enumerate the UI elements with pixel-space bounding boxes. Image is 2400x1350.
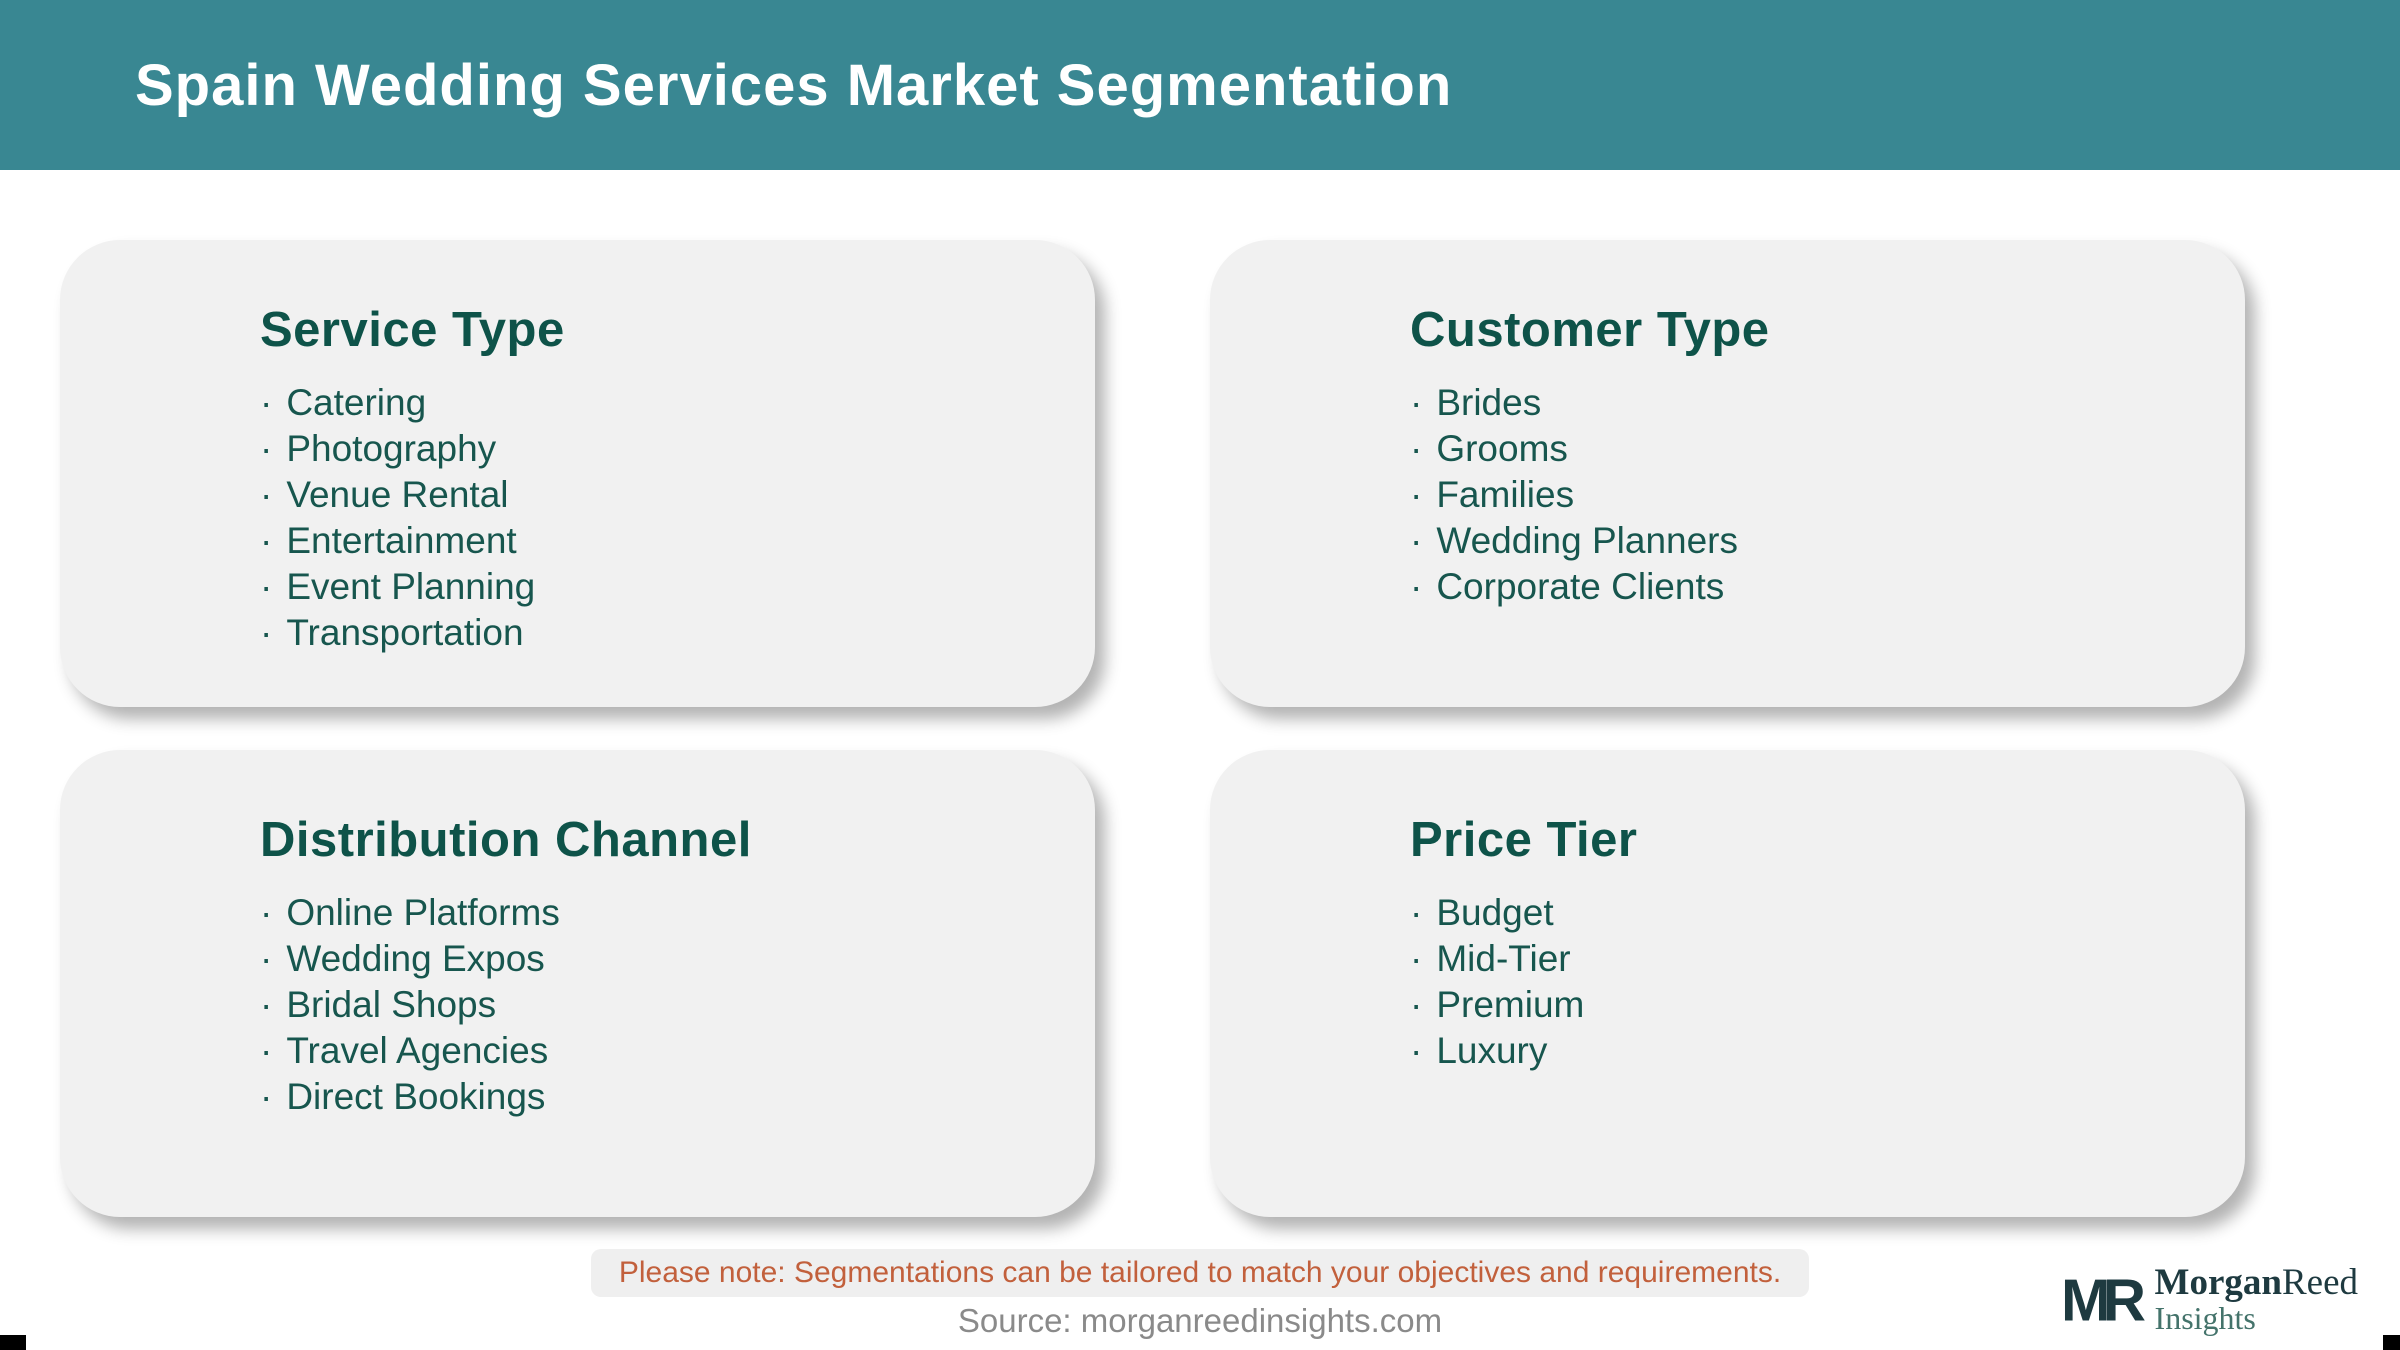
card-title: Service Type xyxy=(260,303,565,357)
source-text: Source: morganreedinsights.com xyxy=(957,1302,1443,1339)
list-item: Corporate Clients xyxy=(1410,564,2185,610)
card-title: Customer Type xyxy=(1410,303,1770,357)
corner-artifact-right xyxy=(2383,1335,2400,1350)
list-item: Premium xyxy=(1410,982,2185,1028)
disclaimer-note: Please note: Segmentations can be tailor… xyxy=(590,1249,1810,1297)
list-item: Mid-Tier xyxy=(1410,936,2185,982)
list-item: Grooms xyxy=(1410,426,2185,472)
card-list: Budget Mid-Tier Premium Luxury xyxy=(1410,890,2185,1074)
list-item: Wedding Planners xyxy=(1410,518,2185,564)
note-row: Please note: Segmentations can be tailor… xyxy=(0,1249,2400,1297)
list-item: Families xyxy=(1410,472,2185,518)
list-item: Travel Agencies xyxy=(260,1028,1035,1074)
logo-name-regular: Reed xyxy=(2281,1261,2358,1303)
list-item: Venue Rental xyxy=(260,472,1035,518)
logo-name-bold: Morgan xyxy=(2154,1261,2282,1303)
logo-tagline: Insights xyxy=(2154,1300,2256,1337)
card-list: Catering Photography Venue Rental Entert… xyxy=(260,380,1035,656)
list-item: Entertainment xyxy=(260,518,1035,564)
card-list: Brides Grooms Families Wedding Planners … xyxy=(1410,380,2185,610)
list-item: Transportation xyxy=(260,610,1035,656)
list-item: Wedding Expos xyxy=(260,936,1035,982)
header-bar: Spain Wedding Services Market Segmentati… xyxy=(0,0,2400,170)
card-service-type: Service Type Catering Photography Venue … xyxy=(60,240,1095,707)
card-title: Price Tier xyxy=(1410,813,1638,867)
card-customer-type: Customer Type Brides Grooms Families Wed… xyxy=(1210,240,2245,707)
logo-text: MorganReed Insights xyxy=(2154,1261,2358,1337)
list-item: Online Platforms xyxy=(260,890,1035,936)
source-row: Source: morganreedinsights.com xyxy=(0,1302,2400,1340)
corner-artifact-left xyxy=(0,1335,26,1350)
list-item: Catering xyxy=(260,380,1035,426)
card-list: Online Platforms Wedding Expos Bridal Sh… xyxy=(260,890,1035,1120)
morganreed-logo: MR MorganReed Insights xyxy=(2061,1261,2358,1337)
list-item: Budget xyxy=(1410,890,2185,936)
logo-name: MorganReed xyxy=(2154,1261,2358,1303)
svg-text:MR: MR xyxy=(2061,1269,2145,1331)
list-item: Brides xyxy=(1410,380,2185,426)
card-title: Distribution Channel xyxy=(260,813,752,867)
page-title: Spain Wedding Services Market Segmentati… xyxy=(135,52,1453,118)
card-price-tier: Price Tier Budget Mid-Tier Premium Luxur… xyxy=(1210,750,2245,1217)
card-distribution-channel: Distribution Channel Online Platforms We… xyxy=(60,750,1095,1217)
list-item: Luxury xyxy=(1410,1028,2185,1074)
list-item: Bridal Shops xyxy=(260,982,1035,1028)
list-item: Event Planning xyxy=(260,564,1035,610)
list-item: Direct Bookings xyxy=(260,1074,1035,1120)
list-item: Photography xyxy=(260,426,1035,472)
mr-monogram-icon: MR xyxy=(2061,1269,2145,1331)
